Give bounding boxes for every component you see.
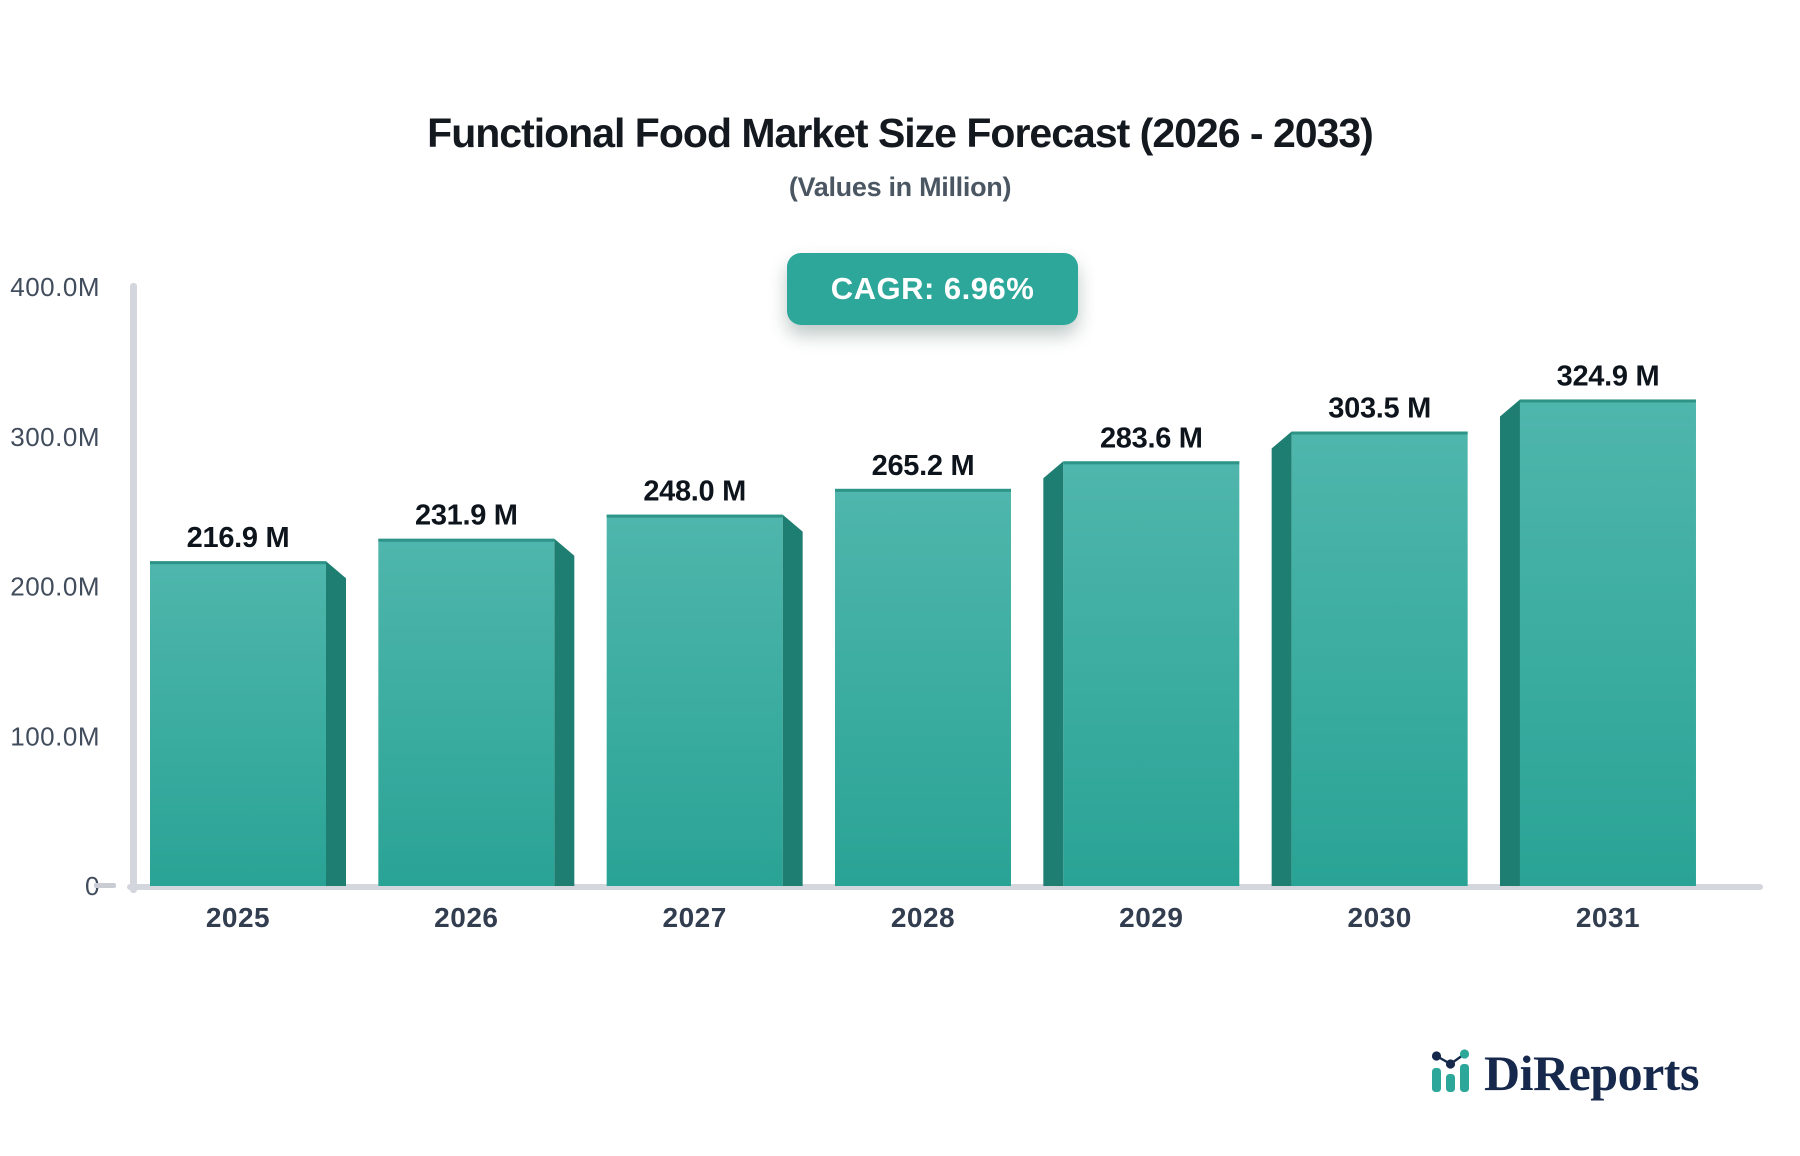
y-tick-dash-0 [94,883,116,888]
chart-subtitle: (Values in Million) [788,172,1012,202]
bar-face[interactable] [606,514,783,886]
bar-face[interactable] [1063,461,1240,886]
bar-2028[interactable] [834,488,1011,886]
y-tick-label-400.0M: 400.0M [10,272,100,302]
direports-logo: DiReports [1430,1038,1720,1108]
logo-bar [1460,1064,1469,1092]
bar-side-3d [782,514,803,886]
bar-value-label-2031: 324.9 M [1557,360,1660,392]
bar-value-label-2027: 248.0 M [643,476,746,508]
bar-value-label-2025: 216.9 M [187,522,290,554]
y-tick-label-0: 0 [85,871,100,901]
bar-2030[interactable] [1271,431,1468,886]
bar-2026[interactable] [378,538,575,886]
bar-2027[interactable] [606,514,803,886]
bar-value-label-2030: 303.5 M [1328,393,1431,425]
x-tick-label-2026: 2026 [434,902,498,933]
labels-layer: 216.9 M 2025 231.9 M 2026 248.0 M 2027 265.2 M… [187,360,1660,933]
x-tick-label-2027: 2027 [663,902,727,933]
logo-bar [1432,1068,1441,1092]
x-tick-label-2025: 2025 [206,902,270,933]
axis-layer: 400.0M 300.0M 200.0M 100.0M 0 [10,272,1763,901]
bar-side-3d [1499,399,1520,886]
bar-face[interactable] [834,488,1011,886]
y-tick-label-200.0M: 200.0M [10,572,100,602]
chart-title: Functional Food Market Size Forecast (20… [427,110,1374,156]
bar-value-label-2026: 231.9 M [415,500,518,532]
y-axis-line [130,283,137,893]
logo-dot [1431,1051,1442,1061]
direports-logo-text: DiReports [1484,1045,1699,1101]
bar-face[interactable] [150,561,326,886]
x-tick-label-2030: 2030 [1348,902,1412,933]
x-tick-label-2028: 2028 [891,902,955,933]
bar-side-3d [326,561,346,886]
bar-top-edge [1519,399,1696,403]
bar-2029[interactable] [1043,461,1240,886]
cagr-badge-label: CAGR: 6.96% [830,271,1035,306]
logo-dot [1445,1059,1456,1069]
x-tick-label-2029: 2029 [1119,902,1183,933]
bar-side-3d [1271,431,1292,886]
bar-top-edge [150,561,326,565]
bar-face[interactable] [1291,431,1468,886]
bars-layer [150,399,1696,886]
logo-bar [1446,1074,1455,1092]
bar-side-3d [1043,461,1064,886]
bar-side-3d [554,538,575,886]
bar-top-edge [606,514,783,518]
bar-2025[interactable] [150,561,346,886]
bar-face[interactable] [1519,399,1696,886]
bar-value-label-2028: 265.2 M [872,450,975,482]
y-tick-label-300.0M: 300.0M [10,422,100,452]
x-tick-label-2031: 2031 [1576,902,1640,933]
bar-top-edge [834,488,1011,492]
direports-logo-icon [1431,1049,1470,1092]
cagr-badge: CAGR: 6.96% [787,253,1078,325]
bar-value-label-2029: 283.6 M [1100,422,1203,454]
bar-2031[interactable] [1499,399,1696,886]
bar-top-edge [1291,431,1468,435]
bar-top-edge [378,538,555,542]
bar-top-edge [1063,461,1240,465]
bar-face[interactable] [378,538,555,886]
logo-dot [1459,1049,1470,1059]
y-tick-label-100.0M: 100.0M [10,721,100,751]
